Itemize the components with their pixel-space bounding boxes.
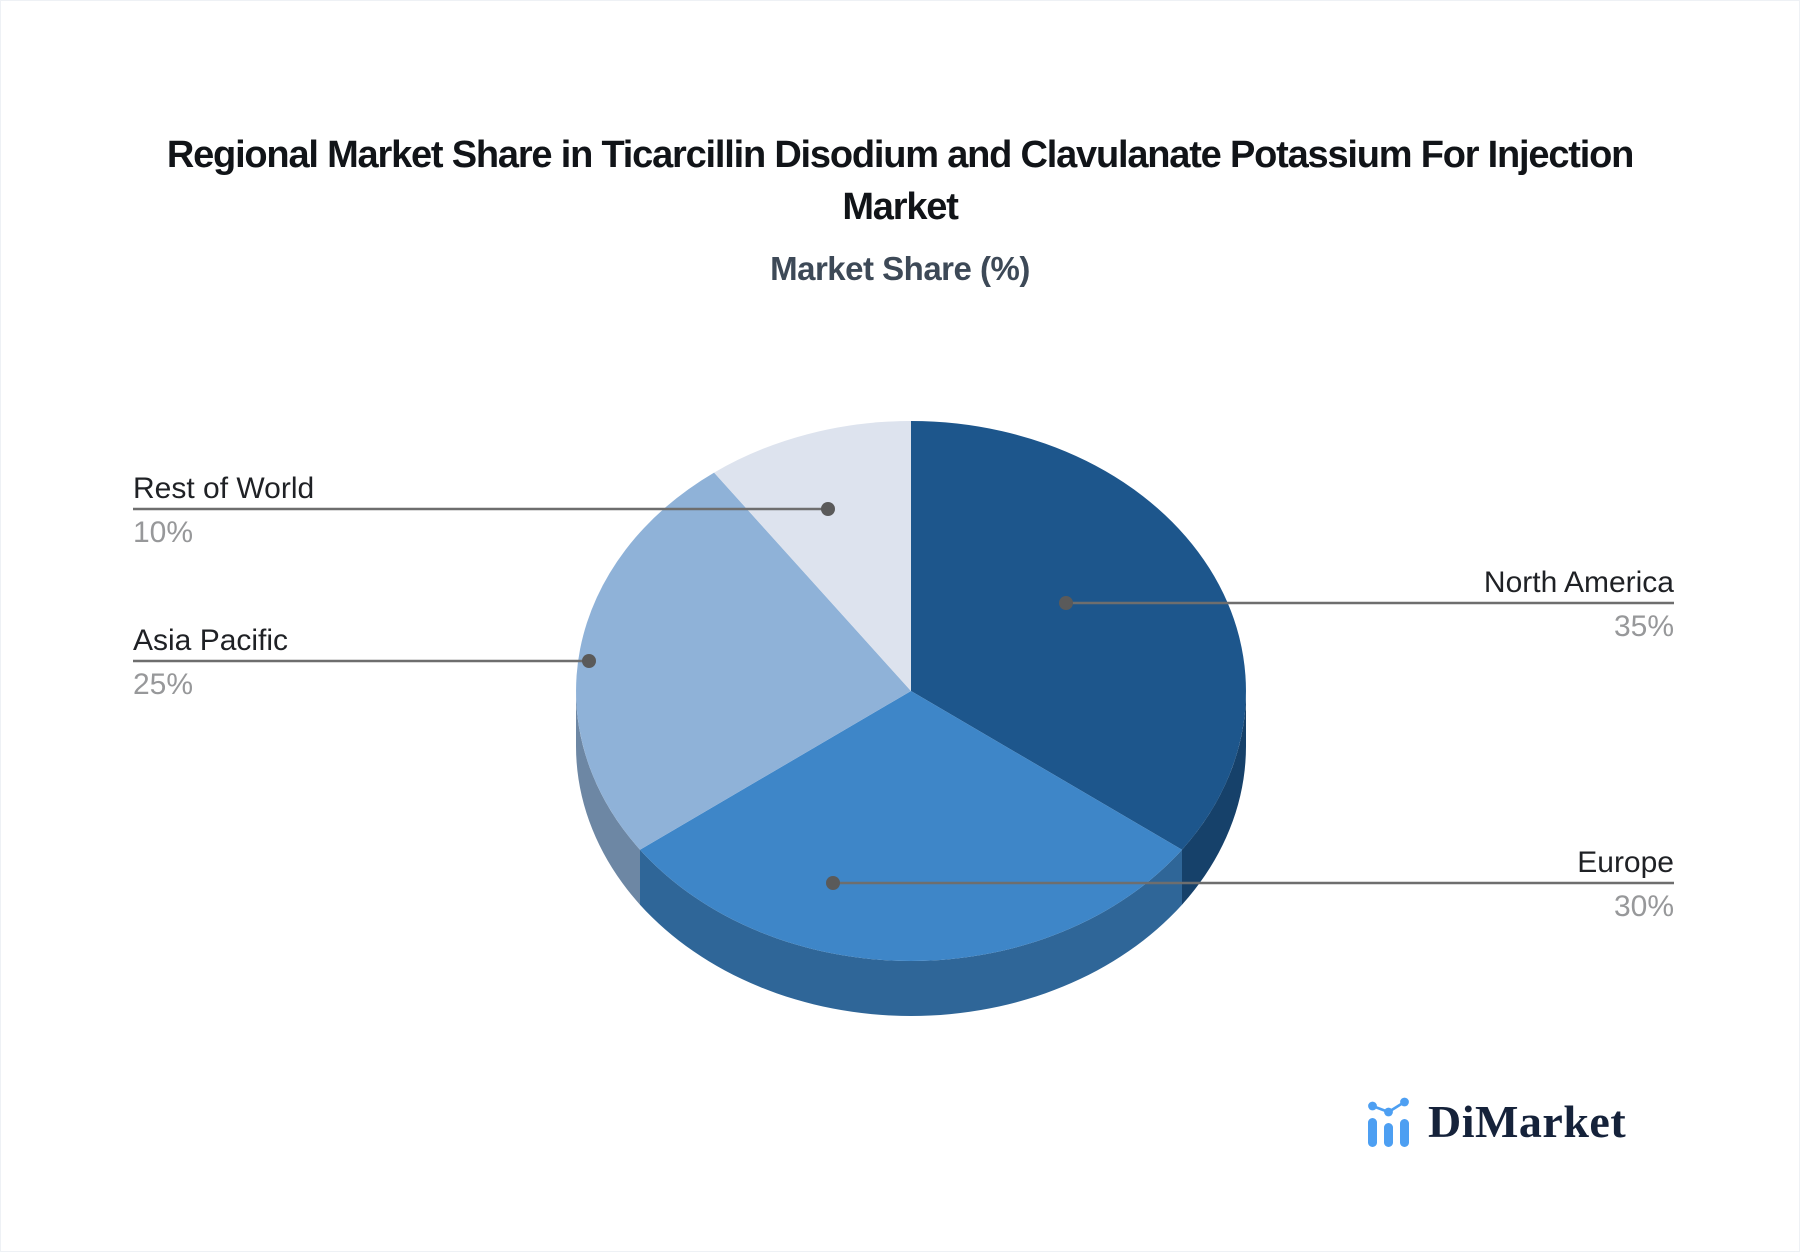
pie-slice-rim	[576, 691, 640, 905]
label-connector-dot	[1059, 596, 1073, 610]
label-connector-dot	[821, 502, 835, 516]
label-connector-dot	[826, 876, 840, 890]
bar-line-chart-icon	[1368, 1097, 1409, 1147]
pie-slice-rim	[1182, 691, 1246, 905]
label-connector-dot	[582, 654, 596, 668]
chart-title: Regional Market Share in Ticarcillin Dis…	[166, 134, 1634, 229]
brand-name: DiMarket	[1428, 1096, 1627, 1147]
brand-logo: DiMarket	[1367, 1097, 1626, 1147]
pie-slice-rim	[640, 849, 1182, 1016]
pie-slice[interactable]	[640, 691, 1182, 961]
chart-subtitle: Market Share (%)	[770, 249, 1030, 287]
pie-slice[interactable]	[911, 421, 1246, 850]
pie-slice[interactable]	[714, 421, 911, 691]
pie-slice[interactable]	[576, 472, 911, 850]
